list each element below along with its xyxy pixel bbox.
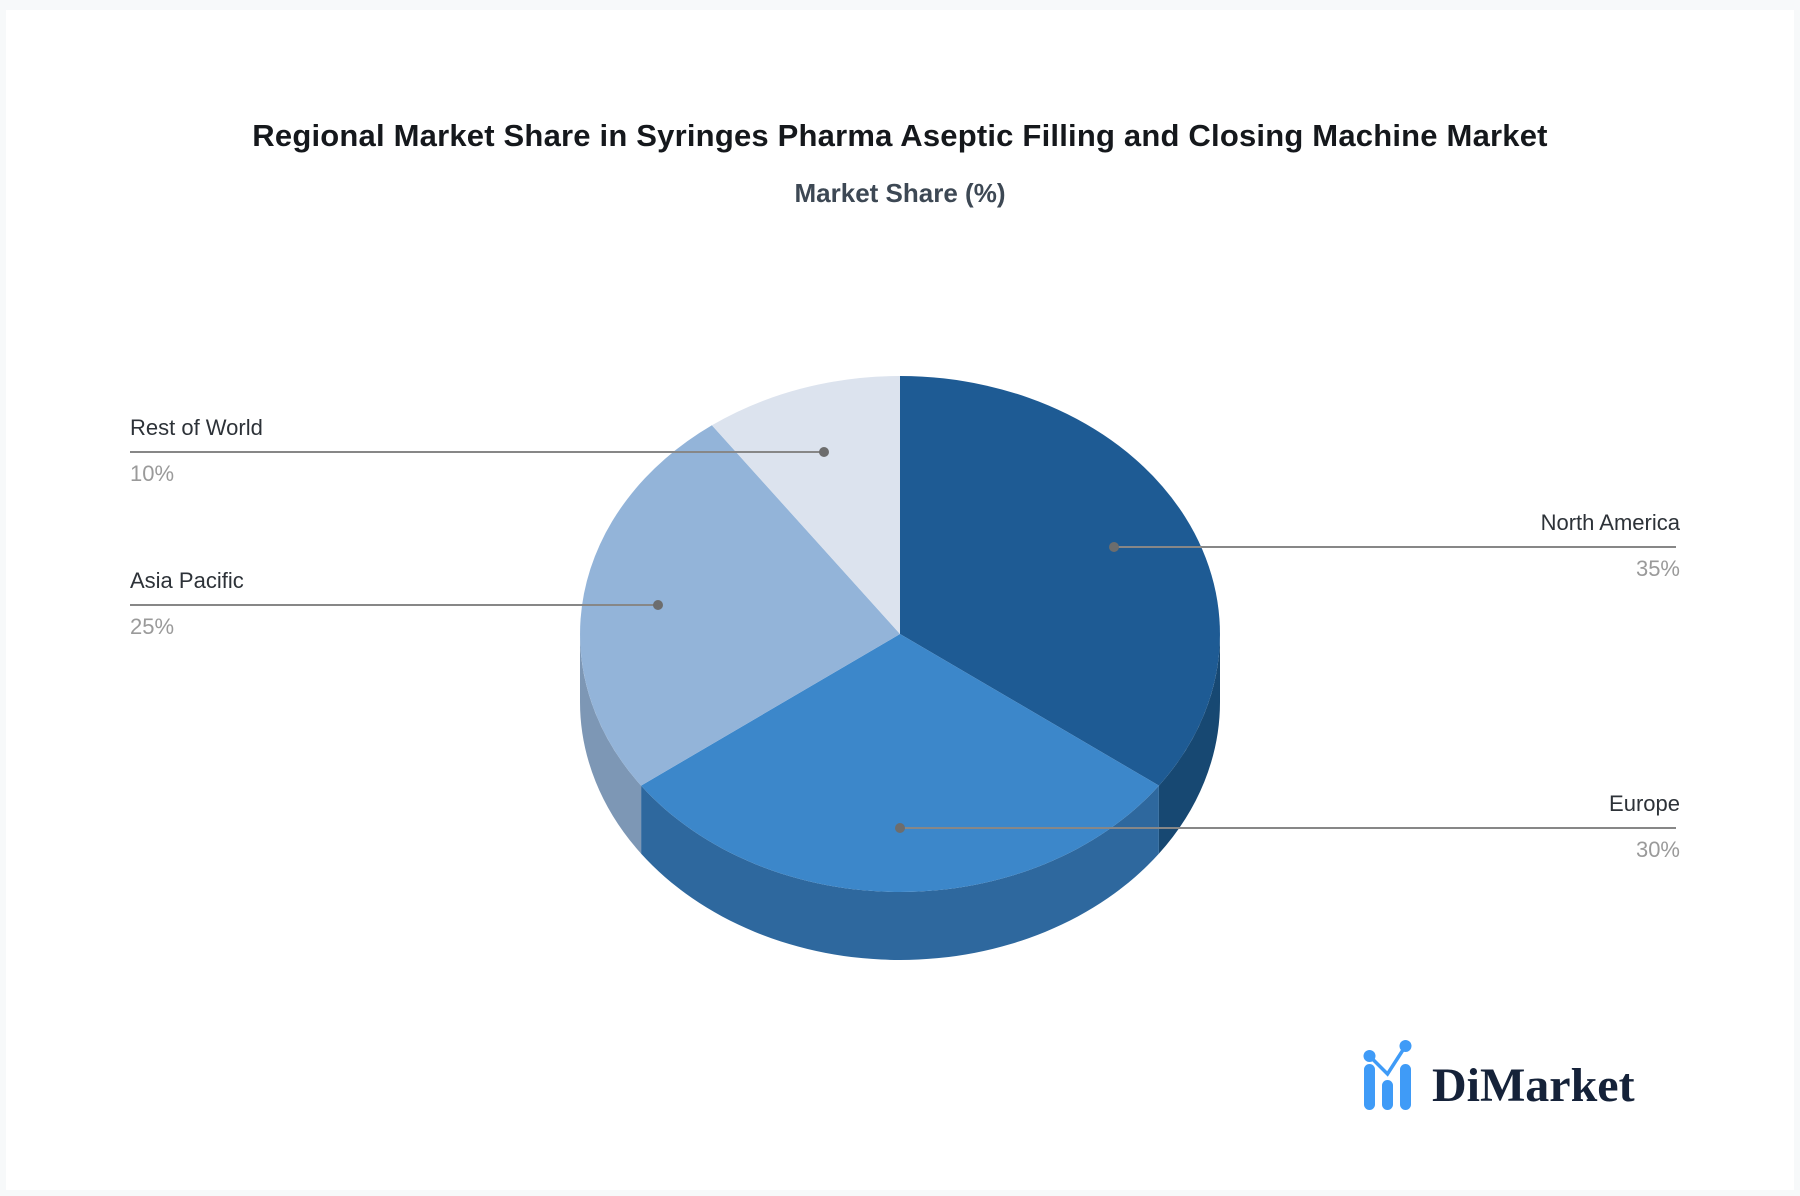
leader-dot-asia-pacific [653,600,663,610]
dimarket-wordmark: DiMarket [1432,1059,1635,1112]
chart-title: Regional Market Share in Syringes Pharma… [252,118,1548,153]
bar-chart-trend-icon [1363,1040,1412,1110]
pie-side-north-america [1158,634,1220,854]
callout-label-north-america: North America [1540,510,1680,535]
chart-subtitle: Market Share (%) [794,178,1006,208]
callout-value-rest-of-world: 10% [130,461,175,486]
pie-slice-rest-of-world[interactable] [711,376,900,634]
callout-label-europe: Europe [1609,791,1680,816]
dimarket-logo: DiMarket [1362,1034,1635,1112]
chart-card: Regional Market Share in Syringes Pharma… [6,10,1794,1190]
leader-dot-europe [895,823,905,833]
callout-value-north-america: 35% [1635,556,1680,581]
callout-value-europe: 30% [1635,837,1680,862]
callout-label-asia-pacific: Asia Pacific [130,568,244,593]
pie-slice-asia-pacific[interactable] [580,425,900,786]
callout-value-asia-pacific: 25% [130,614,175,639]
pie-side-europe [641,785,1159,960]
pie-slice-north-america[interactable] [900,376,1220,786]
pie-side-asia-pacific [580,634,642,854]
leader-dot-north-america [1109,542,1119,552]
leader-dot-rest-of-world [819,447,829,457]
callout-label-rest-of-world: Rest of World [130,415,263,440]
